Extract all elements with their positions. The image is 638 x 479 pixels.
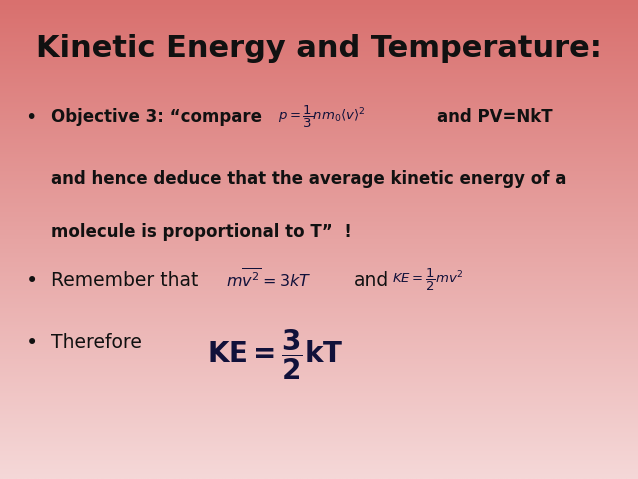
Text: $m\overline{v^2} = 3kT$: $m\overline{v^2} = 3kT$	[226, 267, 312, 289]
Text: •: •	[26, 271, 38, 291]
Text: Remember that: Remember that	[51, 271, 204, 290]
Text: •: •	[26, 108, 37, 127]
Text: $\mathbf{KE = \dfrac{3}{2}kT}$: $\mathbf{KE = \dfrac{3}{2}kT}$	[207, 327, 344, 382]
Text: and: and	[354, 271, 389, 290]
Text: Kinetic Energy and Temperature:: Kinetic Energy and Temperature:	[36, 34, 602, 63]
Text: •: •	[26, 333, 38, 353]
Text: molecule is proportional to T”  !: molecule is proportional to T” !	[51, 223, 352, 241]
Text: $p = \dfrac{1}{3}nm_0\langle v \rangle^2$: $p = \dfrac{1}{3}nm_0\langle v \rangle^2…	[278, 104, 365, 130]
Text: Objective 3: “compare: Objective 3: “compare	[51, 108, 268, 126]
Text: and PV=NkT: and PV=NkT	[437, 108, 553, 126]
Text: and hence deduce that the average kinetic energy of a: and hence deduce that the average kineti…	[51, 170, 567, 188]
Text: Therefore: Therefore	[51, 333, 142, 352]
Text: $KE = \dfrac{1}{2}mv^2$: $KE = \dfrac{1}{2}mv^2$	[392, 267, 464, 293]
